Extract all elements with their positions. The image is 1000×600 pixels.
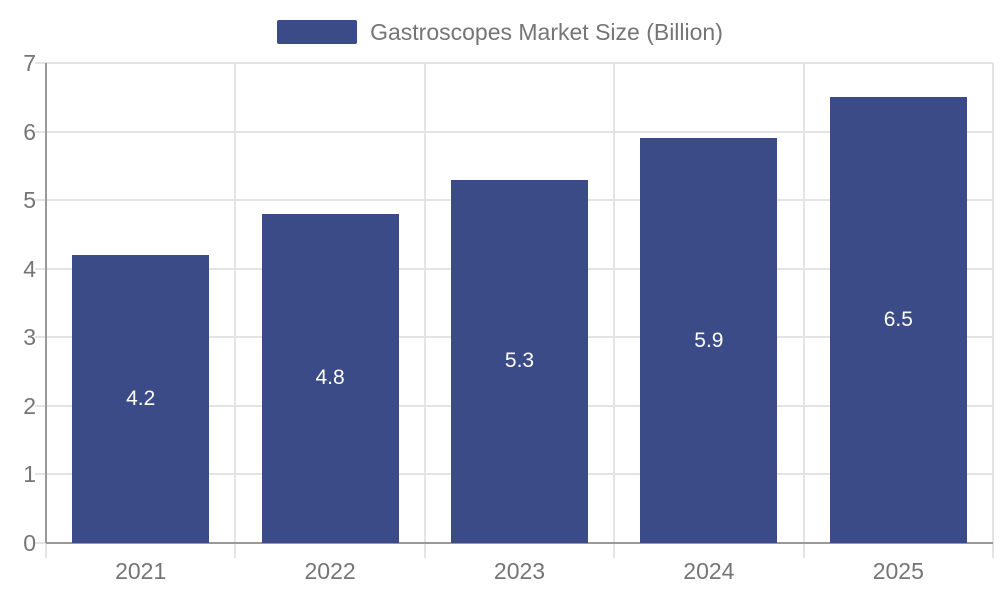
x-tick-label: 2023	[493, 558, 546, 584]
x-tick	[802, 543, 805, 558]
y-gridline	[46, 130, 993, 133]
legend-label: Gastroscopes Market Size (Billion)	[370, 19, 723, 45]
y-tick-label: 7	[23, 50, 36, 76]
bar-2025[interactable]	[829, 97, 967, 543]
y-axis-line	[45, 63, 47, 543]
bar-2023[interactable]	[451, 179, 588, 543]
bar-2021[interactable]	[72, 255, 210, 543]
bar-value-label: 5.3	[504, 349, 535, 373]
x-tick-label: 2021	[115, 558, 167, 584]
y-tick	[35, 336, 46, 339]
bar-2022[interactable]	[261, 213, 399, 543]
x-tick-label: 2024	[683, 558, 735, 584]
x-tick	[992, 543, 994, 558]
legend[interactable]: Gastroscopes Market Size (Billion)	[0, 14, 1000, 50]
x-gridline	[992, 63, 994, 543]
x-gridline	[234, 63, 237, 543]
x-gridline	[613, 63, 616, 543]
bar-2024[interactable]	[640, 138, 778, 543]
y-tick-label: 3	[23, 324, 36, 351]
x-gridline	[802, 63, 805, 543]
x-tick	[234, 543, 237, 558]
y-tick-label: 6	[23, 118, 36, 145]
y-tick	[35, 199, 46, 202]
legend-swatch	[277, 20, 358, 44]
bar-value-label: 6.5	[883, 308, 913, 332]
y-tick	[35, 62, 46, 64]
y-tick-label: 1	[23, 461, 36, 488]
y-tick	[35, 473, 46, 476]
y-tick	[35, 130, 46, 133]
y-tick-label: 0	[23, 530, 36, 556]
x-tick	[45, 543, 47, 558]
bar-value-label: 5.9	[694, 328, 724, 352]
y-tick	[35, 404, 46, 407]
x-tick	[423, 543, 426, 558]
bar-value-label: 4.8	[315, 366, 345, 390]
y-gridline	[46, 62, 993, 64]
x-tick	[613, 543, 616, 558]
y-tick-label: 5	[23, 187, 36, 214]
x-tick-label: 2022	[304, 558, 356, 584]
x-gridline	[423, 63, 426, 543]
bar-value-label: 4.2	[126, 387, 156, 410]
y-tick	[35, 542, 46, 544]
y-tick-label: 2	[23, 392, 36, 419]
y-tick-label: 4	[23, 255, 36, 282]
x-axis-line	[46, 542, 993, 544]
y-tick	[35, 267, 46, 270]
x-tick-label: 2025	[872, 558, 924, 584]
